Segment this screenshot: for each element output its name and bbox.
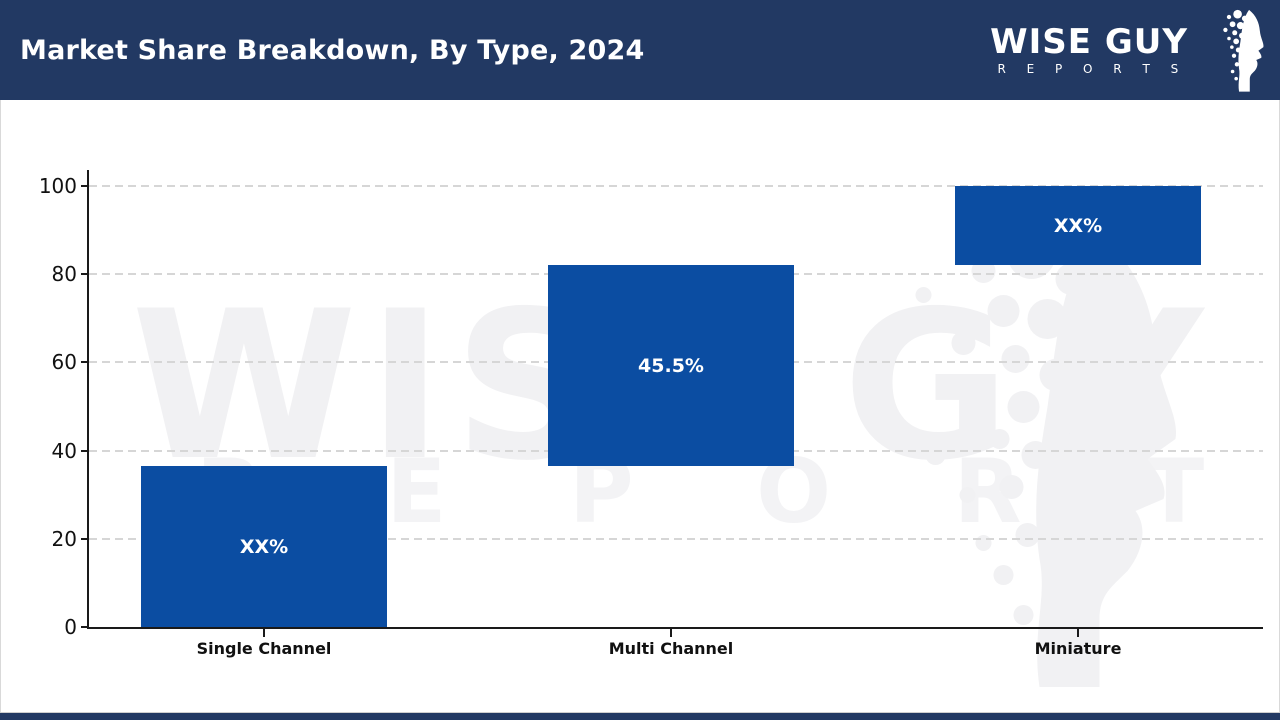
bar-value-label: 45.5% xyxy=(638,354,704,377)
y-axis-tick xyxy=(81,273,89,276)
x-axis-tick xyxy=(1077,629,1079,637)
header-bar: Market Share Breakdown, By Type, 2024 WI… xyxy=(0,0,1280,100)
x-axis-spine xyxy=(87,627,1263,629)
y-axis-spine xyxy=(87,170,89,629)
wise-guy-logo: WISE GUY R E P O R T S xyxy=(990,7,1280,93)
bar-value-label: XX% xyxy=(239,535,289,558)
logo-text: WISE GUY R E P O R T S xyxy=(990,25,1188,75)
watermark-face-icon xyxy=(915,231,1177,687)
gridline xyxy=(89,537,1263,540)
category-label: Miniature xyxy=(1034,639,1122,658)
gridline xyxy=(89,185,1263,187)
y-axis-tick xyxy=(81,449,89,452)
logo-subtext: R E P O R T S xyxy=(997,62,1187,76)
y-axis-tick-label: 80 xyxy=(51,262,77,287)
x-axis-tick xyxy=(263,629,265,637)
bar-value-label: XX% xyxy=(1053,214,1103,237)
y-axis-tick-label: 100 xyxy=(38,174,77,198)
category-label: Single Channel xyxy=(196,639,332,658)
logo-face-icon xyxy=(1223,9,1264,92)
y-axis-tick-label: 40 xyxy=(51,438,77,463)
bar-miniature xyxy=(955,186,1201,266)
bar-single-channel xyxy=(141,466,387,627)
y-axis-tick xyxy=(81,361,89,364)
bar-multi-channel xyxy=(548,265,794,467)
x-axis-tick xyxy=(670,629,672,637)
y-axis-tick xyxy=(81,185,89,187)
y-axis-tick-label: 60 xyxy=(51,350,77,375)
y-axis-tick-label: 0 xyxy=(64,615,77,639)
chart-canvas: WISE GY R E P O R T S 020406080100XX%Sin… xyxy=(0,100,1280,713)
y-axis-tick xyxy=(81,626,89,628)
page-title: Market Share Breakdown, By Type, 2024 xyxy=(20,34,645,66)
footer-bar xyxy=(0,712,1280,720)
logo-wordmark: WISE GUY xyxy=(990,22,1188,62)
category-label: Multi Channel xyxy=(608,639,734,658)
y-axis-tick xyxy=(81,537,89,540)
y-axis-tick-label: 20 xyxy=(51,526,77,551)
